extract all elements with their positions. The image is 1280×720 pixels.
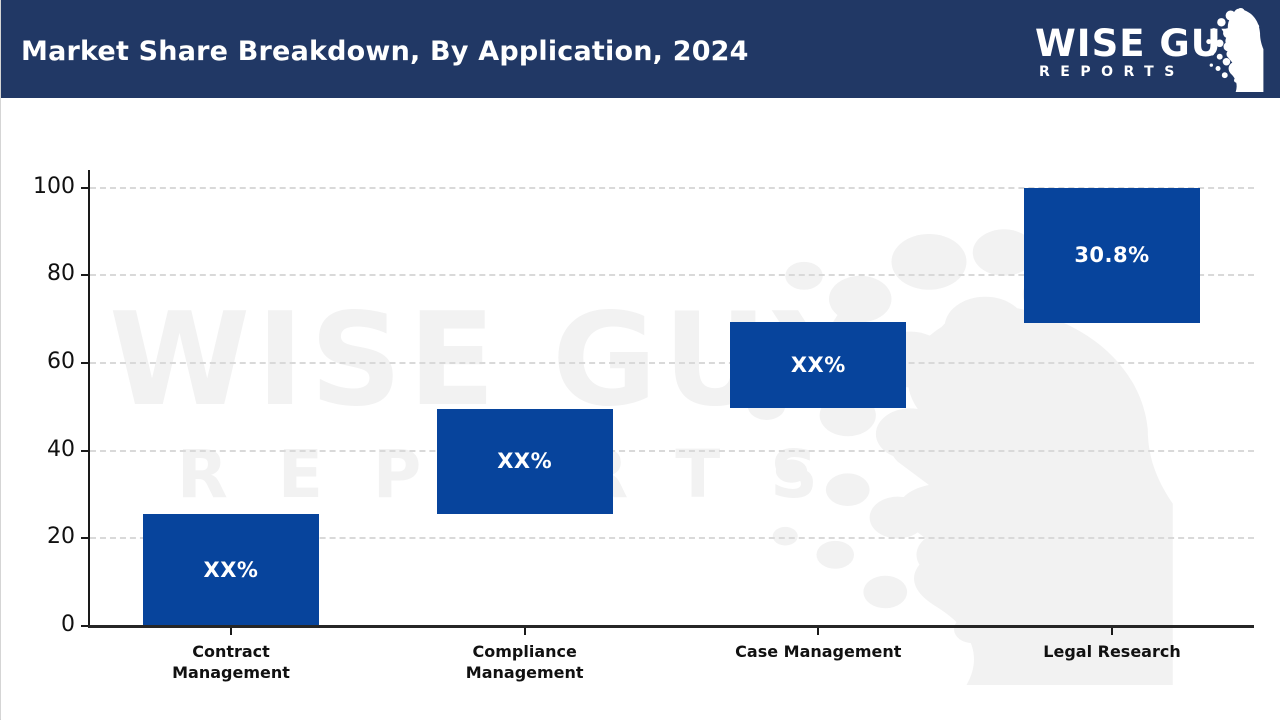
logo-subtitle: REPORTS (1039, 64, 1185, 80)
bar-compliance-management: XX% (436, 408, 613, 515)
bar-value-label: XX% (790, 353, 846, 378)
y-tick-label-80: 80 (47, 261, 75, 287)
bar-contract-management: XX% (143, 514, 319, 626)
y-tick-mark-60 (81, 361, 88, 364)
y-tick-label-0: 0 (61, 612, 75, 637)
x-tick-mark-legal-research (1111, 628, 1113, 635)
y-tick-mark-40 (81, 449, 88, 452)
y-tick-mark-0 (81, 625, 88, 627)
watermark-dotted-head-icon (747, 222, 1173, 685)
y-tick-label-60: 60 (47, 348, 75, 374)
y-tick-label-100: 100 (33, 173, 75, 199)
y-axis-spine (88, 170, 90, 628)
bar-case-management: XX% (730, 321, 907, 409)
x-tick-label-compliance-management: Compliance Management (410, 641, 640, 683)
gridline-20 (90, 537, 1254, 540)
header-bar: Market Share Breakdown, By Application, … (1, 0, 1280, 98)
x-tick-label-line: Case Management (735, 642, 902, 661)
dotted-head-icon (1206, 8, 1264, 92)
x-tick-mark-contract-management (230, 628, 232, 635)
chart-area: WISE GUY REPORTS 020406080100XX%Contract… (1, 98, 1280, 720)
x-tick-label-line: Contract (192, 642, 270, 661)
x-tick-label-case-management: Case Management (703, 641, 933, 662)
chart-title: Market Share Breakdown, By Application, … (21, 36, 749, 67)
y-tick-label-40: 40 (47, 436, 75, 462)
x-tick-label-line: Management (172, 663, 290, 682)
x-axis-spine (88, 625, 1254, 628)
x-tick-label-line: Compliance (472, 642, 577, 661)
x-tick-label-contract-management: Contract Management (116, 641, 346, 683)
x-tick-label-legal-research: Legal Research (997, 641, 1227, 662)
gridline-100 (90, 186, 1254, 189)
bar-legal-research: 30.8% (1024, 187, 1200, 323)
gridline-40 (90, 449, 1254, 452)
y-tick-mark-80 (81, 274, 88, 277)
y-tick-mark-20 (81, 537, 88, 540)
x-tick-label-line: Management (465, 663, 584, 682)
bar-value-label: 30.8% (1074, 243, 1150, 268)
x-tick-mark-case-management (817, 628, 820, 635)
y-tick-label-20: 20 (47, 524, 75, 550)
gridline-60 (90, 361, 1254, 364)
x-tick-label-line: Legal Research (1043, 642, 1181, 661)
bar-value-label: XX% (497, 449, 553, 474)
x-tick-mark-compliance-management (523, 628, 526, 635)
y-tick-mark-100 (81, 186, 88, 189)
bar-value-label: XX% (203, 558, 259, 583)
gridline-80 (90, 274, 1254, 277)
wise-guy-reports-logo: WISE GUY REPORTS (1003, 6, 1273, 94)
